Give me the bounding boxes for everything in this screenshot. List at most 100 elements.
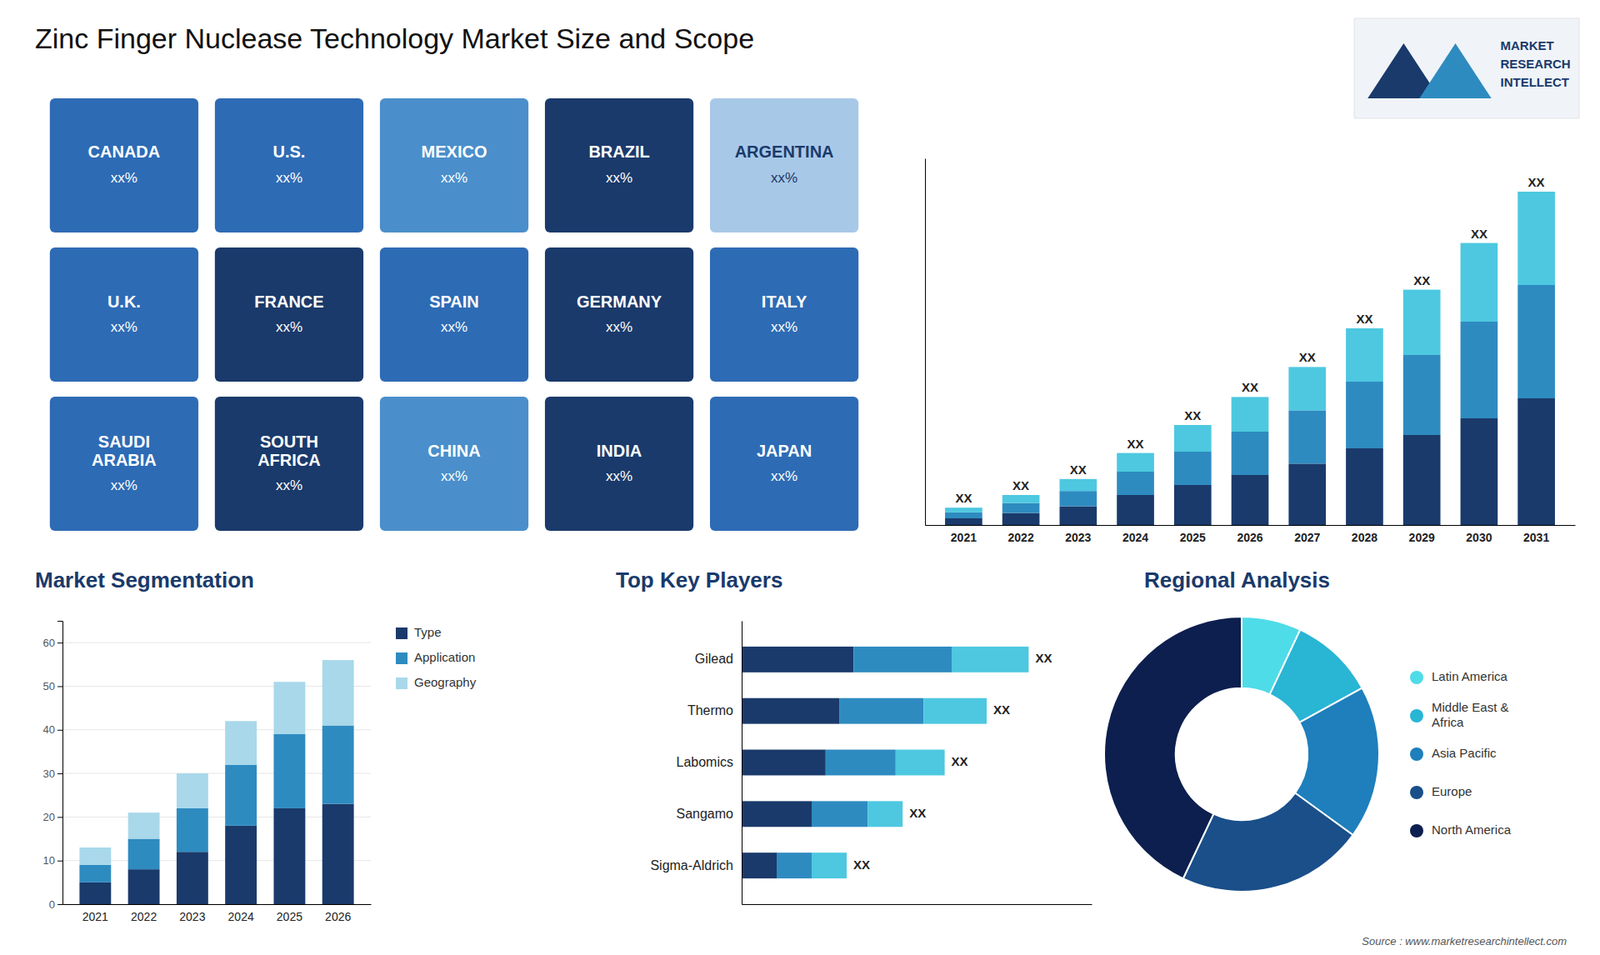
- plot-area: [945, 191, 1555, 525]
- region-label: FRANCE: [254, 292, 324, 311]
- text-line: ARABIA: [91, 450, 157, 470]
- axis: GileadThermoLabomicsSangamoSigma-Aldrich: [650, 621, 742, 905]
- tick: Labomics: [676, 755, 742, 770]
- region-tile: [545, 247, 694, 382]
- axis: [925, 159, 926, 526]
- data-label: XX: [951, 754, 969, 769]
- region: SPAINxx%: [380, 247, 529, 382]
- bar: [1231, 475, 1270, 525]
- axis: 2021202220232024202520262027202820292030…: [925, 525, 1576, 545]
- bar: [1002, 513, 1040, 525]
- region-tile: [50, 98, 199, 233]
- region-value-label: xx%: [440, 170, 468, 186]
- tick: 2023: [179, 904, 205, 924]
- text-line: North America: [1431, 822, 1512, 837]
- series: [945, 191, 1555, 513]
- bar: [945, 507, 983, 513]
- data-label: XX: [853, 857, 870, 872]
- region-tile: [50, 396, 199, 531]
- plot-area: [741, 646, 1029, 879]
- bar-chart: 2021202220232024202520260102030405060Typ…: [43, 621, 477, 924]
- region-tile: [710, 396, 859, 531]
- region-label: U.S.: [273, 143, 306, 162]
- bar: [1403, 435, 1441, 525]
- region: U.S. xx%: [215, 98, 364, 233]
- logo-box: [1354, 18, 1580, 119]
- tick-label: 2029: [1409, 530, 1435, 545]
- data-label: XX: [1184, 408, 1201, 423]
- tick: 2027: [1294, 525, 1320, 545]
- bar: [1288, 410, 1326, 464]
- axis-line: [63, 904, 372, 905]
- data-label: XX: [955, 490, 972, 505]
- region-value-label: xx%: [440, 319, 468, 335]
- tick-label: 2023: [179, 910, 205, 924]
- tick-label: 2030: [1465, 530, 1492, 545]
- bar: [741, 750, 826, 776]
- tick: 2022: [130, 904, 157, 924]
- region-value-label: xx%: [275, 170, 303, 186]
- text-line: INDIA: [596, 441, 642, 460]
- tick: Sangamo: [676, 806, 743, 821]
- data-label: XX: [1299, 350, 1316, 365]
- text-line: ITALY: [761, 292, 808, 311]
- region-label: GERMANY: [576, 292, 663, 311]
- tick: 50: [43, 680, 63, 693]
- text-line: U.S.: [273, 143, 306, 162]
- legend: Latin AmericaMiddle East &AfricaAsia Pac…: [1410, 669, 1512, 838]
- region: U.K.xx%: [50, 247, 199, 382]
- bar: [225, 720, 257, 765]
- tick-label: 2023: [1065, 530, 1091, 545]
- region: SAUDIARABIAxx%: [50, 396, 199, 531]
- text-line: BRAZIL: [588, 143, 650, 162]
- tick: 2021: [950, 525, 977, 545]
- chart-title: Market Segmentation: [35, 567, 255, 593]
- text-line: ARGENTINA: [735, 143, 835, 162]
- axis-line: [742, 904, 1093, 905]
- tick-label: Labomics: [676, 755, 734, 770]
- bar: [273, 734, 305, 809]
- bar: [741, 698, 840, 725]
- region-tile: [710, 247, 859, 382]
- bar-chart: XXXXXXXXXXGileadThermoLabomicsSangamoSig…: [650, 621, 1092, 905]
- bar: [79, 847, 111, 865]
- bar: [1059, 479, 1097, 491]
- bar: [322, 804, 355, 905]
- tick-label: Sigma-Aldrich: [650, 858, 734, 873]
- legend-swatch: [395, 677, 408, 690]
- bar: [79, 865, 111, 883]
- tick: 2031: [1523, 525, 1550, 545]
- region-value-label: xx%: [275, 319, 303, 335]
- region: ARGENTINAxx%: [710, 98, 859, 233]
- tick-label: 60: [43, 636, 55, 650]
- data-label: XX: [1413, 273, 1430, 288]
- legend-item: Asia Pacific: [1410, 745, 1497, 761]
- data-label: XX: [1035, 650, 1052, 665]
- tick-label: 50: [43, 680, 55, 693]
- bar: [1460, 243, 1499, 322]
- tick-mark: [57, 685, 63, 687]
- region: MEXICOxx%: [380, 98, 529, 233]
- logo-text: MARKET: [1500, 38, 1555, 53]
- tick-label: 2021: [82, 910, 109, 924]
- data-label: XX: [993, 702, 1010, 717]
- tick: 2024: [1122, 525, 1149, 545]
- data-label: XX: [1470, 226, 1488, 241]
- text-line: Africa: [1431, 715, 1465, 730]
- tick: Sigma-Aldrich: [650, 858, 742, 873]
- text-line: AFRICA: [257, 450, 321, 470]
- legend-item: Application: [395, 650, 475, 665]
- tick: 2021: [82, 904, 109, 924]
- legend-swatch: [1410, 824, 1424, 838]
- bar: [273, 808, 305, 905]
- data-label: XX: [1070, 462, 1087, 477]
- logo-text: INTELLECT: [1500, 75, 1570, 90]
- bar: [1517, 398, 1555, 525]
- text-line: Asia Pacific: [1431, 745, 1497, 760]
- axis-line: [925, 525, 1576, 526]
- region-value-label: xx%: [110, 170, 138, 186]
- bar: [741, 852, 777, 879]
- tick-label: 2027: [1294, 530, 1320, 545]
- legend-item: Type: [395, 625, 442, 640]
- region-value-label: xx%: [110, 477, 138, 494]
